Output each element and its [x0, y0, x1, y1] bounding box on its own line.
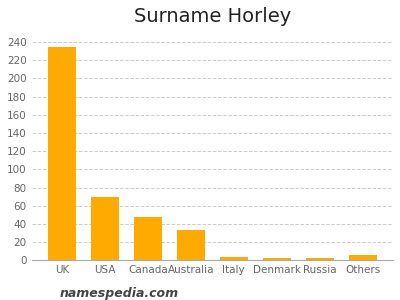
Title: Surname Horley: Surname Horley [134, 7, 291, 26]
Bar [48, 47, 76, 260]
Bar [263, 258, 291, 260]
Bar [349, 255, 377, 260]
Bar [306, 258, 334, 260]
Bar [220, 256, 248, 260]
Bar [91, 196, 119, 260]
Text: namespedia.com: namespedia.com [60, 287, 179, 300]
Bar [177, 230, 205, 260]
Bar [134, 218, 162, 260]
